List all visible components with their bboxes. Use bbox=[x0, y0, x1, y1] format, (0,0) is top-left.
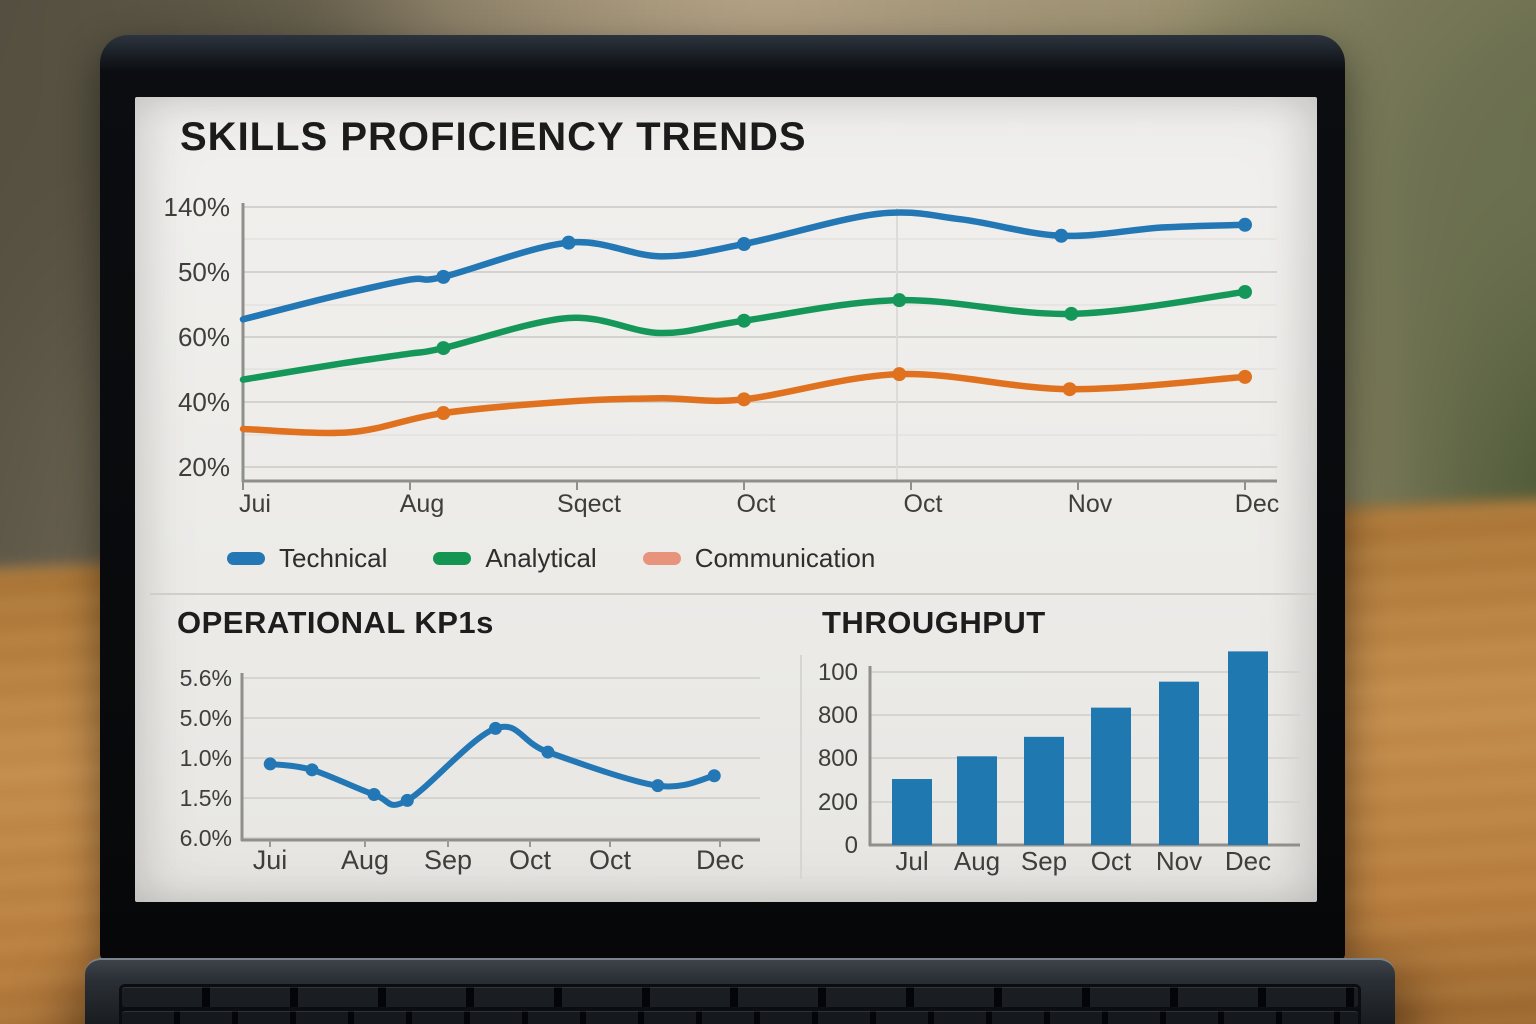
svg-text:40%: 40% bbox=[178, 387, 230, 417]
svg-text:100: 100 bbox=[818, 659, 858, 686]
svg-text:6.0%: 6.0% bbox=[180, 825, 232, 851]
svg-text:50%: 50% bbox=[178, 257, 230, 287]
dashboard-screen: SKILLS PROFICIENCY TRENDS 140% 50% 60% 40% 2… bbox=[135, 97, 1317, 902]
svg-text:200: 200 bbox=[818, 789, 858, 816]
svg-text:Jui: Jui bbox=[253, 845, 288, 875]
keyboard bbox=[119, 984, 1361, 1024]
svg-text:0: 0 bbox=[845, 832, 858, 859]
svg-text:Oct: Oct bbox=[904, 490, 943, 517]
svg-text:Nov: Nov bbox=[1068, 490, 1113, 517]
svg-text:Sep: Sep bbox=[424, 845, 472, 875]
svg-text:800: 800 bbox=[818, 745, 858, 772]
throughput-chart-title: THROUGHPUT bbox=[822, 605, 1046, 640]
svg-text:Dec: Dec bbox=[696, 845, 744, 875]
svg-text:Oct: Oct bbox=[509, 845, 552, 875]
legend-item-analytical: Analytical bbox=[433, 543, 597, 574]
svg-text:Sqect: Sqect bbox=[557, 490, 621, 517]
legend-label-communication: Communication bbox=[694, 543, 876, 573]
legend-swatch-communication bbox=[642, 552, 681, 565]
svg-text:Oct: Oct bbox=[589, 845, 632, 875]
svg-text:5.0%: 5.0% bbox=[180, 705, 232, 731]
keyboard-row bbox=[122, 1011, 1358, 1024]
svg-text:Jui: Jui bbox=[239, 490, 271, 517]
svg-text:5.6%: 5.6% bbox=[180, 665, 232, 691]
svg-text:1.5%: 1.5% bbox=[180, 785, 232, 811]
svg-text:Aug: Aug bbox=[400, 490, 444, 517]
keyboard-row bbox=[122, 987, 1358, 1007]
kpi-chart-title: OPERATIONAL KP1s bbox=[177, 605, 494, 640]
legend-label-analytical: Analytical bbox=[485, 543, 597, 573]
skills-chart-title: SKILLS PROFICIENCY TRENDS bbox=[180, 115, 807, 159]
svg-text:60%: 60% bbox=[178, 322, 230, 352]
svg-text:Aug: Aug bbox=[341, 845, 389, 875]
laptop-base bbox=[85, 958, 1395, 1024]
svg-text:Nov: Nov bbox=[1156, 846, 1202, 876]
svg-text:Dec: Dec bbox=[1235, 490, 1279, 517]
svg-text:Oct: Oct bbox=[1091, 846, 1132, 876]
svg-text:140%: 140% bbox=[164, 192, 231, 222]
svg-text:800: 800 bbox=[818, 702, 858, 729]
section-divider bbox=[150, 593, 1317, 595]
svg-text:1.0%: 1.0% bbox=[180, 745, 232, 771]
legend-label-technical: Technical bbox=[279, 543, 388, 573]
legend-swatch-technical bbox=[227, 552, 265, 565]
laptop-screen-bezel: SKILLS PROFICIENCY TRENDS 140% 50% 60% 40% 2… bbox=[100, 35, 1345, 960]
svg-text:20%: 20% bbox=[178, 452, 230, 482]
svg-text:Dec: Dec bbox=[1225, 846, 1271, 876]
throughput-bar-chart: 100 800 800 200 0 Jul Aug Sep Oct Nov Dec bbox=[818, 651, 1300, 876]
legend-item-communication: Communication bbox=[642, 543, 876, 574]
svg-text:Aug: Aug bbox=[954, 846, 1000, 876]
legend-item-technical: Technical bbox=[227, 543, 387, 574]
panel-divider bbox=[800, 655, 802, 879]
svg-text:Oct: Oct bbox=[737, 490, 776, 517]
legend-swatch-analytical bbox=[433, 552, 472, 565]
svg-text:Jul: Jul bbox=[895, 846, 928, 876]
skills-chart-legend: Technical Analytical Communication bbox=[227, 543, 875, 574]
svg-text:Sep: Sep bbox=[1021, 846, 1067, 876]
kpi-line-chart: 5.6% 5.0% 1.0% 1.5% 6.0% Jui Aug Sep Oct Oct Dec bbox=[180, 665, 760, 875]
skills-line-chart: 140% 50% 60% 40% 20% Jui Aug Sqect Oct Oct Nov Dec bbox=[164, 192, 1280, 517]
